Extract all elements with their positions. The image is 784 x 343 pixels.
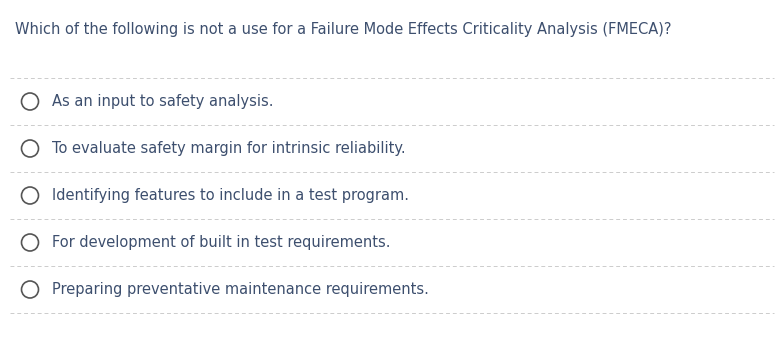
Text: To evaluate safety margin for intrinsic reliability.: To evaluate safety margin for intrinsic … — [52, 141, 405, 156]
Text: Identifying features to include in a test program.: Identifying features to include in a tes… — [52, 188, 409, 203]
Text: Which of the following is not a use for a Failure Mode Effects Criticality Analy: Which of the following is not a use for … — [15, 22, 672, 37]
Text: For development of built in test requirements.: For development of built in test require… — [52, 235, 390, 250]
Text: Preparing preventative maintenance requirements.: Preparing preventative maintenance requi… — [52, 282, 429, 297]
Text: As an input to safety analysis.: As an input to safety analysis. — [52, 94, 274, 109]
